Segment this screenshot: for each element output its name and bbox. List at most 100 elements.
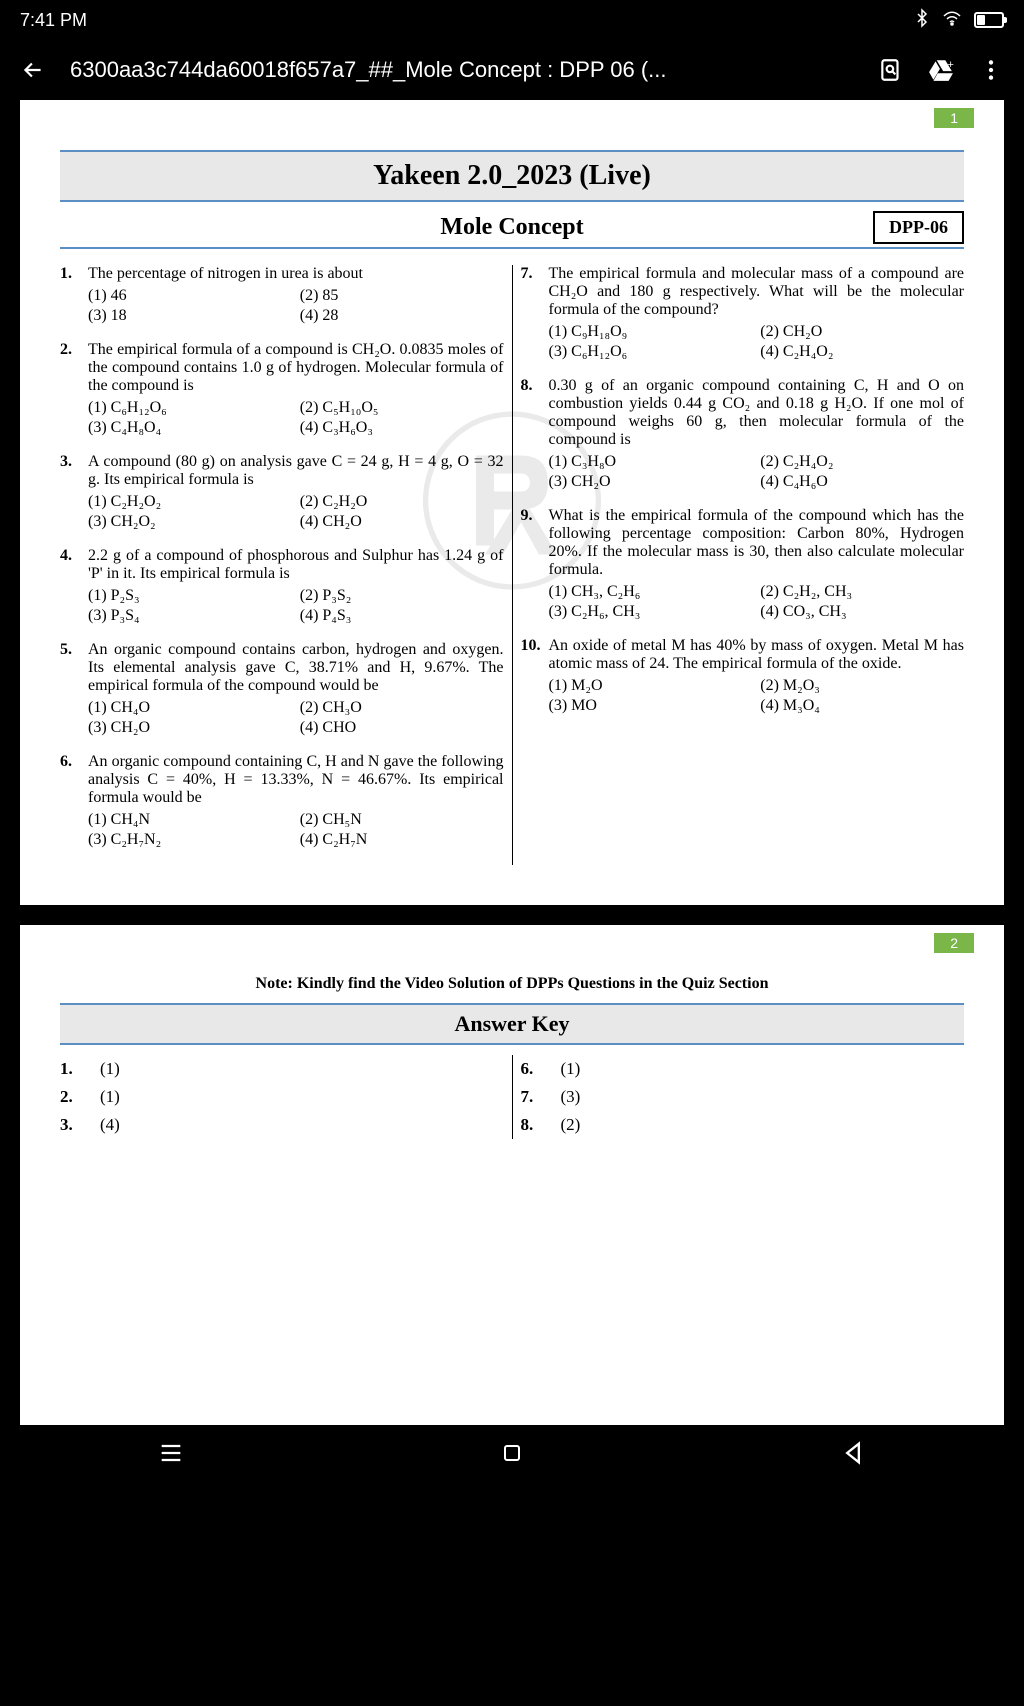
answer-value: (1) — [100, 1059, 120, 1079]
option: (1) CH₄N — [88, 811, 292, 829]
options: (1) M₂O(2) M₂O₃(3) MO(4) M₃O₄ — [549, 677, 965, 715]
note-text: Note: Kindly find the Video Solution of … — [60, 975, 964, 993]
page-2: 2 Note: Kindly find the Video Solution o… — [20, 925, 1004, 1425]
option: (4) C₂H₇N — [300, 831, 504, 849]
options: (1) CH₄O(2) CH₃O(3) CH₂O(4) CHO — [88, 699, 504, 737]
back-nav-icon[interactable] — [839, 1439, 867, 1472]
course-title: Yakeen 2.0_2023 (Live) — [68, 160, 956, 192]
question: 9.What is the empirical formula of the c… — [521, 507, 965, 621]
option: (3) MO — [549, 697, 753, 715]
topic-header: Mole Concept DPP-06 — [60, 214, 964, 249]
question-number: 7. — [521, 265, 549, 361]
option: (1) 46 — [88, 287, 292, 305]
back-icon[interactable] — [20, 57, 46, 83]
question: 8.0.30 g of an organic compound containi… — [521, 377, 965, 491]
more-icon[interactable] — [978, 57, 1004, 83]
options: (1) 46(2) 85(3) 18(4) 28 — [88, 287, 504, 325]
question-text: 0.30 g of an organic compound containing… — [549, 377, 965, 449]
question-text: What is the empirical formula of the com… — [549, 507, 965, 579]
navigation-bar — [0, 1425, 1024, 1485]
question-number: 3. — [60, 453, 88, 531]
question-body: An organic compound contains carbon, hyd… — [88, 641, 504, 737]
battery-icon — [974, 12, 1004, 28]
question-body: The percentage of nitrogen in urea is ab… — [88, 265, 504, 325]
question-body: 0.30 g of an organic compound containing… — [549, 377, 965, 491]
left-column: 1.The percentage of nitrogen in urea is … — [60, 265, 504, 865]
bluetooth-icon — [914, 8, 930, 33]
option: (4) C₂H₄O₂ — [760, 343, 964, 361]
options: (1) CH₃, C₂H₆(2) C₂H₂, CH₃(3) C₂H₆, CH₃(… — [549, 583, 965, 621]
question-body: The empirical formula and molecular mass… — [549, 265, 965, 361]
question-number: 9. — [521, 507, 549, 621]
option: (1) C₆H₁₂O₆ — [88, 399, 292, 417]
answer-value: (4) — [100, 1115, 120, 1135]
question-text: An organic compound contains carbon, hyd… — [88, 641, 504, 695]
question-body: 2.2 g of a compound of phosphorous and S… — [88, 547, 504, 625]
status-right — [914, 8, 1004, 33]
answer-row: 3.(4) — [60, 1111, 504, 1139]
option: (4) C₃H₆O₃ — [300, 419, 504, 437]
answer-number: 3. — [60, 1115, 100, 1135]
option: (1) P₂S₃ — [88, 587, 292, 605]
question-number: 1. — [60, 265, 88, 325]
dpp-label: DPP-06 — [873, 211, 964, 244]
option: (3) C₂H₇N₂ — [88, 831, 292, 849]
search-page-icon[interactable] — [878, 57, 904, 83]
answer-number: 7. — [521, 1087, 561, 1107]
svg-text:+: + — [948, 59, 954, 71]
question-number: 8. — [521, 377, 549, 491]
question-text: An organic compound containing C, H and … — [88, 753, 504, 807]
option: (1) C₉H₁₈O₉ — [549, 323, 753, 341]
option: (4) P₄S₃ — [300, 607, 504, 625]
status-bar: 7:41 PM — [0, 0, 1024, 40]
column-divider — [512, 265, 513, 865]
question-text: The empirical formula and molecular mass… — [549, 265, 965, 319]
answer-row: 1.(1) — [60, 1055, 504, 1083]
question-text: The percentage of nitrogen in urea is ab… — [88, 265, 504, 283]
option: (2) C₂H₄O₂ — [760, 453, 964, 471]
question-body: A compound (80 g) on analysis gave C = 2… — [88, 453, 504, 531]
options: (1) C₉H₁₈O₉(2) CH₂O(3) C₆H₁₂O₆(4) C₂H₄O₂ — [549, 323, 965, 361]
answer-row: 8.(2) — [521, 1111, 965, 1139]
question-text: 2.2 g of a compound of phosphorous and S… — [88, 547, 504, 583]
drive-icon[interactable]: + — [928, 57, 954, 83]
option: (4) M₃O₄ — [760, 697, 964, 715]
page-number-2: 2 — [934, 933, 974, 953]
answer-number: 6. — [521, 1059, 561, 1079]
app-bar: 6300aa3c744da60018f657a7_##_Mole Concept… — [0, 40, 1024, 100]
answer-key-header: Answer Key — [60, 1003, 964, 1045]
answers-grid: 1.(1)2.(1)3.(4) 6.(1)7.(3)8.(2) — [60, 1055, 964, 1139]
option: (4) C₄H₆O — [760, 473, 964, 491]
option: (3) C₆H₁₂O₆ — [549, 343, 753, 361]
answer-value: (1) — [561, 1059, 581, 1079]
question-number: 5. — [60, 641, 88, 737]
option: (1) CH₃, C₂H₆ — [549, 583, 753, 601]
question: 7.The empirical formula and molecular ma… — [521, 265, 965, 361]
home-icon[interactable] — [500, 1441, 524, 1470]
option: (3) C₂H₆, CH₃ — [549, 603, 753, 621]
question: 6.An organic compound containing C, H an… — [60, 753, 504, 849]
topic-title: Mole Concept — [440, 214, 583, 241]
option: (2) P₃S₂ — [300, 587, 504, 605]
option: (2) CH₃O — [300, 699, 504, 717]
options: (1) C₂H₂O₂(2) C₂H₂O(3) CH₂O₂(4) CH₂O — [88, 493, 504, 531]
document-title: 6300aa3c744da60018f657a7_##_Mole Concept… — [70, 57, 854, 83]
option: (4) CO₃, CH₃ — [760, 603, 964, 621]
answer-value: (2) — [561, 1115, 581, 1135]
option: (2) M₂O₃ — [760, 677, 964, 695]
question-body: An oxide of metal M has 40% by mass of o… — [549, 637, 965, 715]
option: (2) 85 — [300, 287, 504, 305]
option: (3) 18 — [88, 307, 292, 325]
answer-number: 1. — [60, 1059, 100, 1079]
answer-row: 6.(1) — [521, 1055, 965, 1083]
options: (1) C₃H₈O(2) C₂H₄O₂(3) CH₂O(4) C₄H₆O — [549, 453, 965, 491]
right-column: 7.The empirical formula and molecular ma… — [521, 265, 965, 865]
answer-value: (1) — [100, 1087, 120, 1107]
answers-left: 1.(1)2.(1)3.(4) — [60, 1055, 504, 1139]
question: 4.2.2 g of a compound of phosphorous and… — [60, 547, 504, 625]
options: (1) C₆H₁₂O₆(2) C₅H₁₀O₅(3) C₄H₈O₄(4) C₃H₆… — [88, 399, 504, 437]
options: (1) CH₄N(2) CH₅N(3) C₂H₇N₂(4) C₂H₇N — [88, 811, 504, 849]
recent-apps-icon[interactable] — [157, 1439, 185, 1472]
answer-divider — [512, 1055, 513, 1139]
option: (2) C₂H₂O — [300, 493, 504, 511]
